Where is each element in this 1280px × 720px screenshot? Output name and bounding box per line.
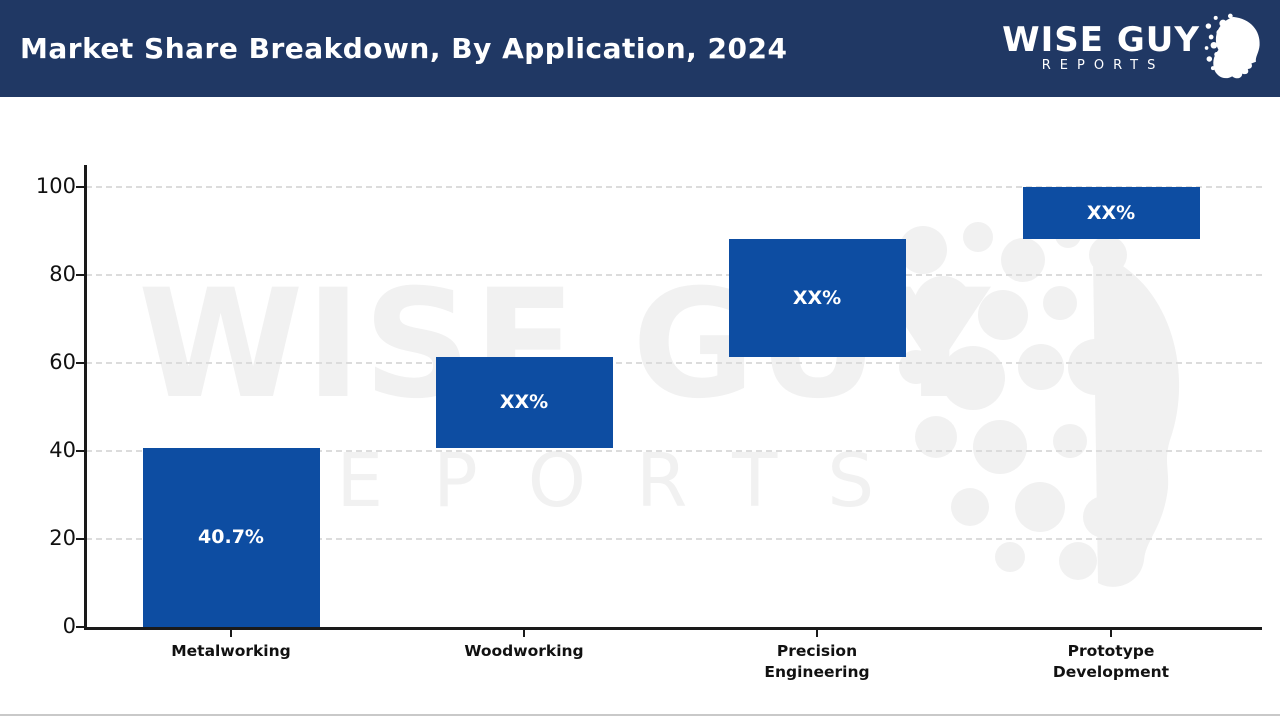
- page-title: Market Share Breakdown, By Application, …: [20, 32, 788, 65]
- bar-value-label: XX%: [499, 391, 549, 414]
- x-category-label-line: Metalworking: [171, 642, 291, 660]
- x-category-label-line: Woodworking: [464, 642, 584, 660]
- watermark-face-dots-icon: [899, 222, 1180, 587]
- gridline-40: [86, 450, 1262, 452]
- y-tick-label: 20: [49, 526, 76, 550]
- x-axis-line: [84, 627, 1262, 630]
- y-tick-label: 100: [35, 174, 76, 198]
- x-category-label: Woodworking: [409, 641, 639, 662]
- bar-value-label: XX%: [1086, 201, 1136, 224]
- y-tick-label: 0: [62, 614, 76, 638]
- y-axis-line: [84, 165, 87, 629]
- gridline-80: [86, 274, 1262, 276]
- y-tick-mark: [76, 362, 84, 364]
- x-tick-mark: [816, 629, 818, 637]
- y-tick-label: 40: [49, 438, 76, 462]
- gridline-100: [86, 186, 1262, 188]
- brand-name: WISE GUY: [1002, 20, 1200, 60]
- bar-value-label: XX%: [792, 286, 842, 309]
- y-tick-mark: [76, 186, 84, 188]
- y-tick-mark: [76, 626, 84, 628]
- face-dots-logo-icon: [1204, 13, 1260, 79]
- y-tick-mark: [76, 538, 84, 540]
- x-tick-mark: [230, 629, 232, 637]
- header-banner: Market Share Breakdown, By Application, …: [0, 0, 1280, 97]
- bar-segment-4: XX%: [1022, 187, 1200, 239]
- x-category-label: Metalworking: [116, 641, 346, 662]
- watermark-subtext: REPORTS: [235, 438, 925, 524]
- bottom-divider: [0, 714, 1280, 716]
- gridline-60: [86, 362, 1262, 364]
- bar-value-label: 40.7%: [198, 526, 264, 549]
- x-category-label-line: Development: [1052, 663, 1170, 681]
- y-tick-mark: [76, 450, 84, 452]
- bar-segment-2: XX%: [435, 356, 613, 448]
- x-category-label-line: Prototype: [1067, 642, 1155, 660]
- y-tick-label: 80: [49, 262, 76, 286]
- x-category-label-line: Engineering: [764, 663, 870, 681]
- brand-subname: REPORTS: [1041, 58, 1165, 73]
- x-tick-mark: [523, 629, 525, 637]
- bar-segment-1: 40.7%: [142, 447, 320, 627]
- gridline-20: [86, 538, 1262, 540]
- waterfall-chart: 0 20 40 60 80 100 40.7% Metalworking XX% Woodwork…: [0, 97, 1280, 720]
- x-tick-mark: [1110, 629, 1112, 637]
- x-category-label: Prototype Development: [996, 641, 1226, 683]
- brand-logo-text: WISE GUY REPORTS: [1002, 22, 1200, 74]
- y-tick-mark: [76, 274, 84, 276]
- x-category-label-line: Precision: [776, 642, 858, 660]
- y-tick-label: 60: [49, 350, 76, 374]
- x-category-label: Precision Engineering: [702, 641, 932, 683]
- bar-segment-3: XX%: [728, 238, 906, 357]
- brand-logo: WISE GUY REPORTS: [1002, 10, 1266, 86]
